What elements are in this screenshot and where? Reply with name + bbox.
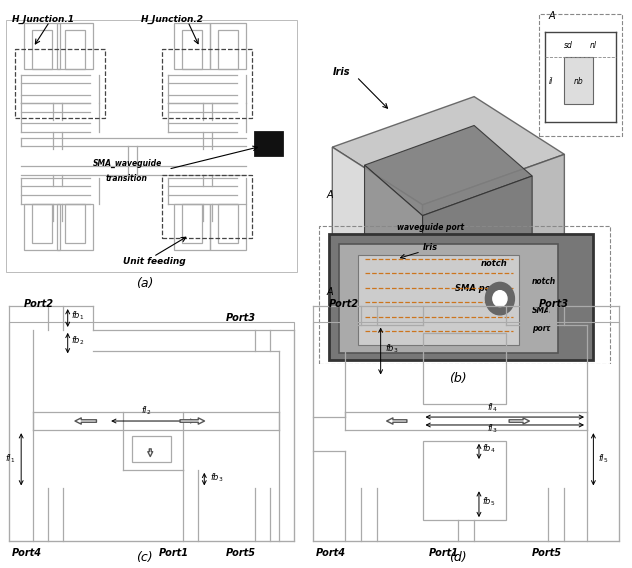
Bar — [57, 204, 94, 249]
Text: Iris: Iris — [423, 243, 438, 252]
Text: Port3: Port3 — [225, 312, 255, 323]
Text: SMA_waveguide: SMA_waveguide — [93, 160, 162, 169]
Bar — [65, 30, 85, 69]
Bar — [183, 30, 202, 69]
Text: Port4: Port4 — [316, 548, 346, 558]
Bar — [319, 227, 609, 364]
Text: $A$: $A$ — [548, 9, 557, 21]
Polygon shape — [423, 154, 564, 306]
Text: (c): (c) — [136, 551, 152, 564]
Bar — [313, 322, 619, 541]
Text: sd: sd — [564, 41, 573, 50]
Text: $fb_3$: $fb_3$ — [210, 471, 224, 484]
Text: $fb_2$: $fb_2$ — [71, 334, 84, 346]
Polygon shape — [365, 165, 423, 288]
Text: (d): (d) — [449, 551, 467, 564]
Text: port: port — [532, 324, 550, 333]
Bar — [538, 14, 623, 136]
Bar — [423, 332, 506, 404]
Text: H_Junction.2: H_Junction.2 — [142, 15, 204, 24]
Bar — [564, 57, 593, 104]
Text: Port1: Port1 — [159, 548, 189, 558]
Text: Iris: Iris — [332, 67, 349, 77]
Polygon shape — [332, 97, 564, 205]
Text: waveguide port: waveguide port — [397, 223, 464, 232]
Text: nb: nb — [574, 77, 584, 86]
Bar — [15, 49, 105, 118]
Bar — [219, 30, 238, 69]
Text: $fl_4$: $fl_4$ — [487, 402, 498, 414]
Text: $fl_2$: $fl_2$ — [142, 404, 152, 416]
Text: Port5: Port5 — [532, 548, 562, 558]
Bar — [210, 204, 246, 249]
Text: notch: notch — [532, 277, 556, 286]
Text: Port4: Port4 — [12, 548, 42, 558]
Text: nl: nl — [590, 41, 597, 50]
Text: $A$: $A$ — [326, 285, 334, 297]
Bar — [174, 204, 210, 249]
Bar — [423, 441, 506, 520]
Text: Port2: Port2 — [329, 299, 359, 310]
Text: Port1: Port1 — [429, 548, 459, 558]
Text: $fl_5$: $fl_5$ — [599, 453, 609, 465]
Bar — [255, 132, 283, 155]
Polygon shape — [423, 176, 532, 288]
Bar — [162, 49, 252, 118]
Bar — [329, 233, 593, 360]
Text: transition: transition — [105, 174, 147, 183]
Bar — [9, 322, 295, 541]
Text: SMA: SMA — [532, 306, 551, 315]
Circle shape — [485, 282, 514, 315]
Text: Port2: Port2 — [24, 299, 54, 310]
Text: $fb_1$: $fb_1$ — [71, 309, 84, 321]
Text: Port5: Port5 — [225, 548, 255, 558]
Text: $fl_1$: $fl_1$ — [4, 453, 15, 465]
Polygon shape — [332, 147, 423, 306]
Bar — [210, 23, 246, 69]
Text: (b): (b) — [449, 371, 467, 385]
Bar — [162, 175, 252, 238]
Text: notch: notch — [480, 259, 507, 268]
Text: $fl_3$: $fl_3$ — [487, 423, 497, 435]
Text: H_Junction.1: H_Junction.1 — [12, 15, 75, 24]
Text: Unit feeding: Unit feeding — [123, 257, 186, 266]
Bar — [174, 23, 210, 69]
Bar — [24, 23, 60, 69]
Text: SMA port: SMA port — [455, 285, 499, 294]
Polygon shape — [365, 126, 532, 216]
Bar — [132, 436, 171, 462]
Bar — [6, 20, 297, 273]
Bar — [24, 204, 60, 249]
Bar — [183, 203, 202, 243]
Text: (a): (a) — [136, 277, 153, 290]
Text: il: il — [548, 77, 552, 86]
Text: $fb_3$: $fb_3$ — [386, 342, 399, 354]
Text: $fb_4$: $fb_4$ — [482, 442, 496, 455]
Bar — [32, 30, 52, 69]
Text: Port3: Port3 — [538, 299, 569, 310]
Circle shape — [493, 291, 507, 307]
Bar — [339, 244, 558, 353]
Bar — [32, 203, 52, 243]
Text: $A$: $A$ — [326, 187, 334, 199]
Bar — [65, 203, 85, 243]
Bar — [358, 256, 520, 345]
Text: $fb_5$: $fb_5$ — [482, 495, 495, 508]
Bar — [219, 203, 238, 243]
Bar — [57, 23, 94, 69]
